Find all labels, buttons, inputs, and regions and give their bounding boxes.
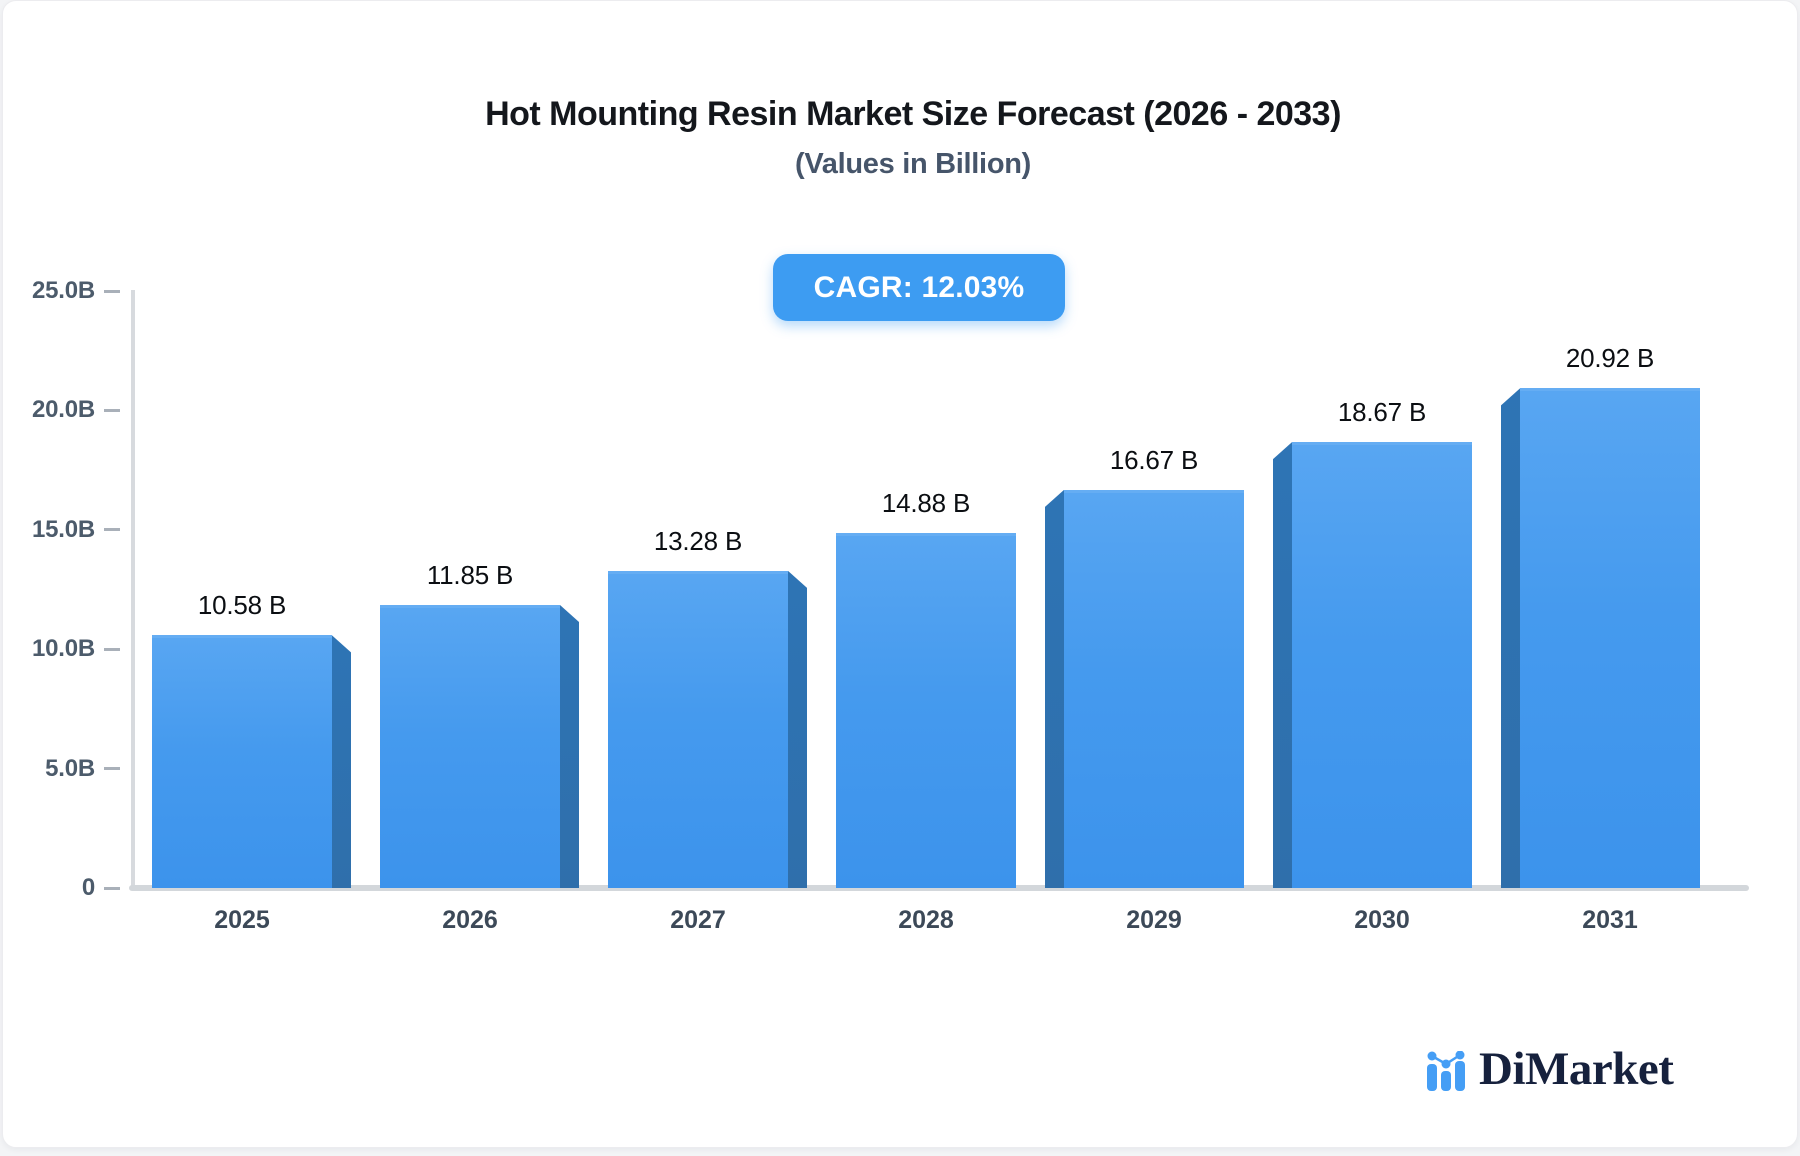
bar-2025[interactable] <box>152 635 332 888</box>
y-axis-tick <box>104 886 120 890</box>
x-axis-label-2025: 2025 <box>214 906 270 934</box>
bar-3d-side <box>1045 489 1064 888</box>
bar-value-label: 20.92 B <box>1565 343 1655 374</box>
chart-title: Hot Mounting Resin Market Size Forecast … <box>485 95 1341 133</box>
x-axis-baseline <box>129 885 1749 891</box>
bar-3d-side <box>788 570 807 888</box>
bar-value-label: 18.67 B <box>1337 397 1427 428</box>
x-axis-label-2031: 2031 <box>1582 906 1638 934</box>
x-axis-label-2030: 2030 <box>1354 906 1410 934</box>
y-axis-line <box>131 290 135 888</box>
bar-2029[interactable] <box>1064 489 1244 888</box>
bar-value-label: 14.88 B <box>881 487 971 518</box>
x-axis-label-2026: 2026 <box>442 906 498 934</box>
bar-3d-side <box>332 635 351 888</box>
bar-3d-side <box>560 605 579 888</box>
x-axis-label-2029: 2029 <box>1126 906 1182 934</box>
bar-2028[interactable] <box>836 532 1016 888</box>
brand-logo-text: DiMarket <box>1479 1043 1674 1095</box>
bar-value-label: 16.67 B <box>1109 444 1199 475</box>
y-axis-tick-label: 20.0B <box>31 396 95 424</box>
chart-header: Hot Mounting Resin Market Size Forecast … <box>333 95 1493 181</box>
y-axis-tick-label: 5.0B <box>45 754 95 782</box>
y-axis-tick <box>104 767 120 771</box>
bar-3d-side <box>1501 388 1520 888</box>
y-axis-tick <box>104 408 120 412</box>
x-axis-label-2027: 2027 <box>670 906 726 934</box>
bar-2031[interactable] <box>1520 388 1700 888</box>
bar-2026[interactable] <box>380 605 560 888</box>
chart-subtitle: (Values in Billion) <box>795 148 1031 181</box>
bar-2027[interactable] <box>608 570 788 888</box>
y-axis-tick-label: 0 <box>81 874 95 901</box>
y-axis-tick-label: 10.0B <box>31 635 95 663</box>
bar-value-label: 13.28 B <box>653 525 743 556</box>
x-axis-label-2028: 2028 <box>898 906 954 934</box>
y-axis-tick-label: 15.0B <box>31 515 95 543</box>
y-axis-tick <box>104 647 120 651</box>
bar-line-chart-icon <box>1427 1051 1465 1091</box>
cagr-badge: CAGR: 12.03% <box>773 254 1065 321</box>
y-axis-tick <box>104 289 120 293</box>
y-axis-tick <box>104 528 120 532</box>
bar-2030[interactable] <box>1292 442 1472 888</box>
bar-3d-side <box>1273 442 1292 888</box>
y-axis-tick-label: 25.0B <box>31 277 95 304</box>
bar-value-label: 10.58 B <box>197 590 287 621</box>
brand-logo: DiMarket <box>1427 1043 1674 1095</box>
bar-value-label: 11.85 B <box>426 560 514 591</box>
